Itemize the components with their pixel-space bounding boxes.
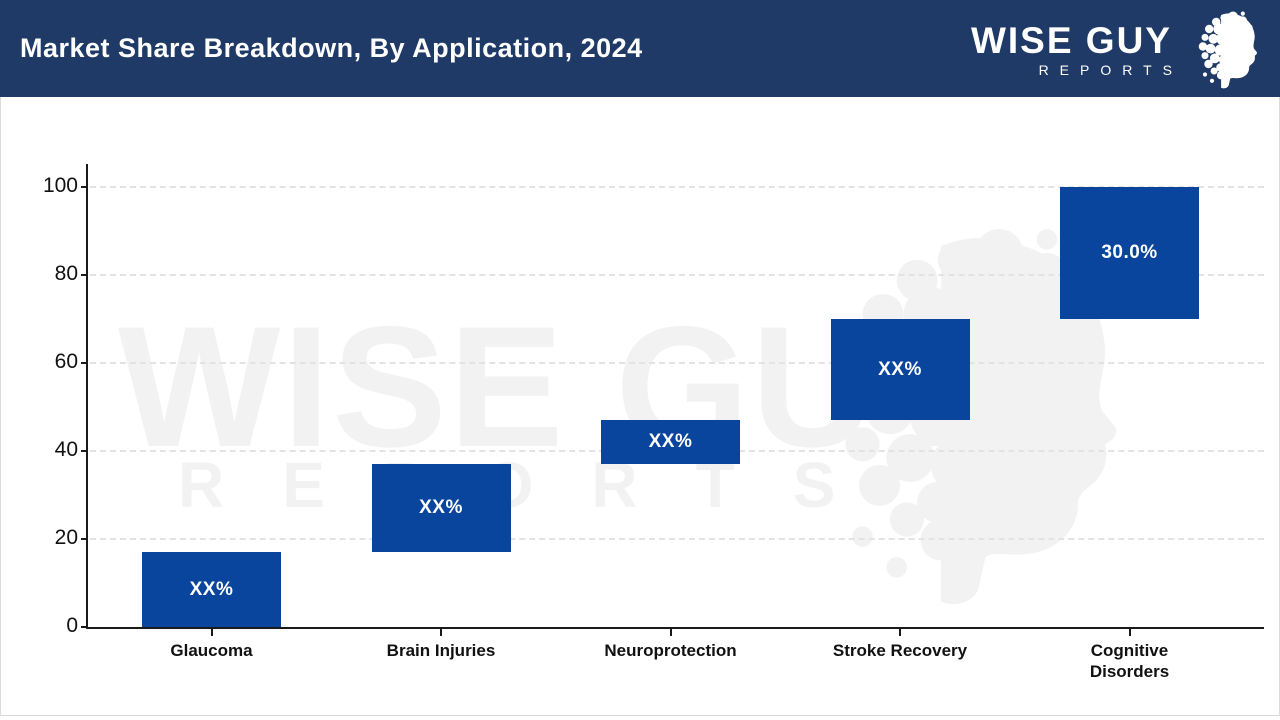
bar-value-label: XX% (419, 497, 463, 519)
x-tick-label: Cognitive Disorders (1089, 641, 1170, 682)
y-tick (81, 626, 88, 628)
wiseguy-head-icon (1198, 11, 1257, 89)
wiseguy-logo: WISE GUY REPORTS (971, 22, 1172, 77)
y-tick (81, 186, 88, 188)
y-tick (81, 450, 88, 452)
bar-value-label: XX% (648, 431, 693, 453)
bar: XX% (601, 420, 740, 465)
y-tick-label: 0 (66, 613, 78, 637)
x-tick-label: Neuroprotection (604, 641, 737, 660)
y-tick-label: 100 (42, 173, 78, 197)
bar: XX% (142, 552, 281, 627)
gridline (90, 186, 1264, 188)
logo-wordmark: WISE GUY (970, 20, 1172, 61)
bar: XX% (830, 319, 970, 421)
x-tick-label: Stroke Recovery (832, 641, 968, 660)
y-tick (81, 274, 88, 276)
bar-value-label: XX% (189, 578, 234, 600)
y-tick (81, 362, 88, 364)
bar-value-label: 30.0% (1101, 242, 1158, 263)
x-tick (440, 629, 442, 636)
gridline (90, 362, 1264, 364)
x-axis (86, 627, 1264, 629)
y-axis (86, 164, 88, 629)
x-tick (899, 629, 901, 636)
header: Market Share Breakdown, By Application, … (0, 0, 1280, 97)
x-tick (669, 629, 672, 636)
bar-value-label: XX% (878, 358, 922, 380)
page-title: Market Share Breakdown, By Application, … (20, 33, 643, 63)
logo-subtitle: REPORTS (1038, 62, 1183, 78)
gridline (90, 274, 1264, 276)
gridline (90, 538, 1264, 540)
x-tick-label: Glaucoma (170, 641, 253, 660)
y-tick-label: 40 (54, 437, 78, 461)
x-tick (1128, 629, 1131, 636)
chart-area: WISE GUY REPORTS 0 20 40 60 80 100 XX% Glaucoma… (0, 97, 1280, 720)
plot: 0 20 40 60 80 100 XX% Glaucoma XX% Brain Injuries… (0, 97, 1280, 720)
bar: XX% (371, 464, 511, 553)
y-tick-label: 20 (54, 525, 78, 549)
y-tick-label: 60 (54, 349, 78, 373)
x-tick (210, 629, 213, 636)
bar: 30.0% (1060, 187, 1199, 319)
y-tick (81, 538, 88, 540)
x-tick-label: Brain Injuries (386, 641, 496, 660)
y-tick-label: 80 (54, 261, 78, 285)
